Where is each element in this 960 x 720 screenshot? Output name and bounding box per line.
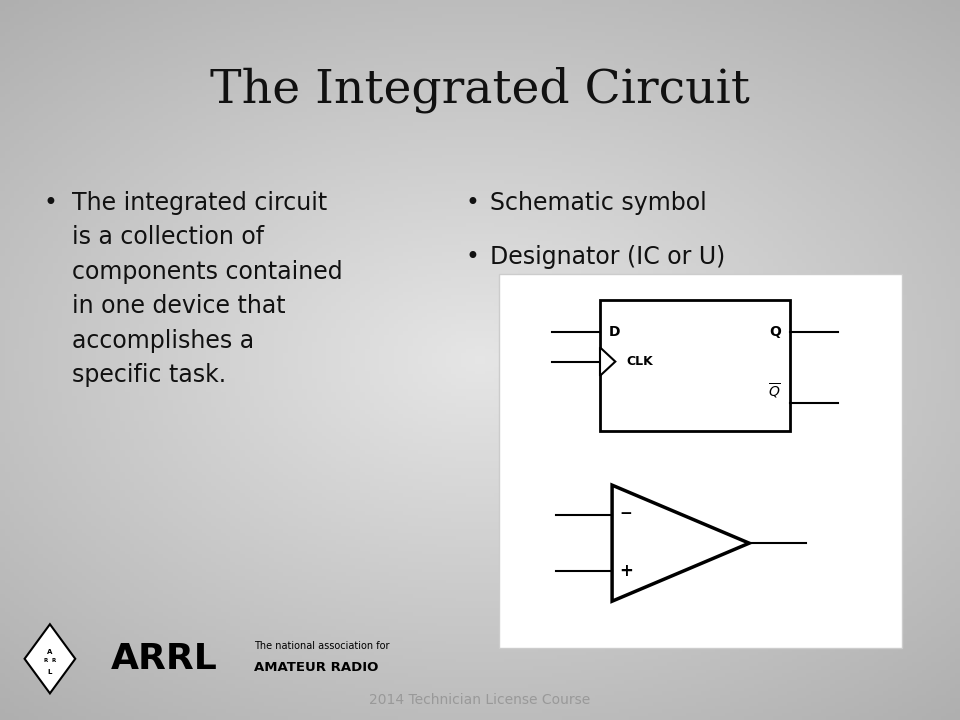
Text: 2014 Technician License Course: 2014 Technician License Course: [370, 693, 590, 707]
Text: −: −: [619, 506, 632, 521]
Text: •: •: [43, 191, 57, 215]
Text: $\overline{Q}$: $\overline{Q}$: [768, 382, 780, 401]
Text: •: •: [466, 245, 479, 269]
Text: Schematic symbol: Schematic symbol: [490, 191, 707, 215]
Polygon shape: [600, 347, 615, 376]
Bar: [499, 274, 902, 648]
Polygon shape: [25, 624, 75, 693]
Text: •: •: [466, 191, 479, 215]
Text: The national association for: The national association for: [254, 641, 390, 651]
Text: Q: Q: [769, 325, 780, 338]
Text: The integrated circuit
is a collection of
components contained
in one device tha: The integrated circuit is a collection o…: [72, 191, 343, 387]
Bar: [600, 300, 789, 431]
Polygon shape: [612, 485, 749, 601]
Text: L: L: [48, 669, 52, 675]
Text: Designator (IC or U): Designator (IC or U): [490, 245, 725, 269]
Text: +: +: [619, 562, 634, 580]
Text: The Integrated Circuit: The Integrated Circuit: [210, 67, 750, 113]
Text: AMATEUR RADIO: AMATEUR RADIO: [254, 661, 379, 674]
Text: R  R: R R: [44, 658, 56, 662]
Text: CLK: CLK: [626, 355, 653, 368]
Text: A: A: [47, 649, 53, 654]
Text: D: D: [609, 325, 620, 338]
Text: ARRL: ARRL: [110, 642, 217, 676]
